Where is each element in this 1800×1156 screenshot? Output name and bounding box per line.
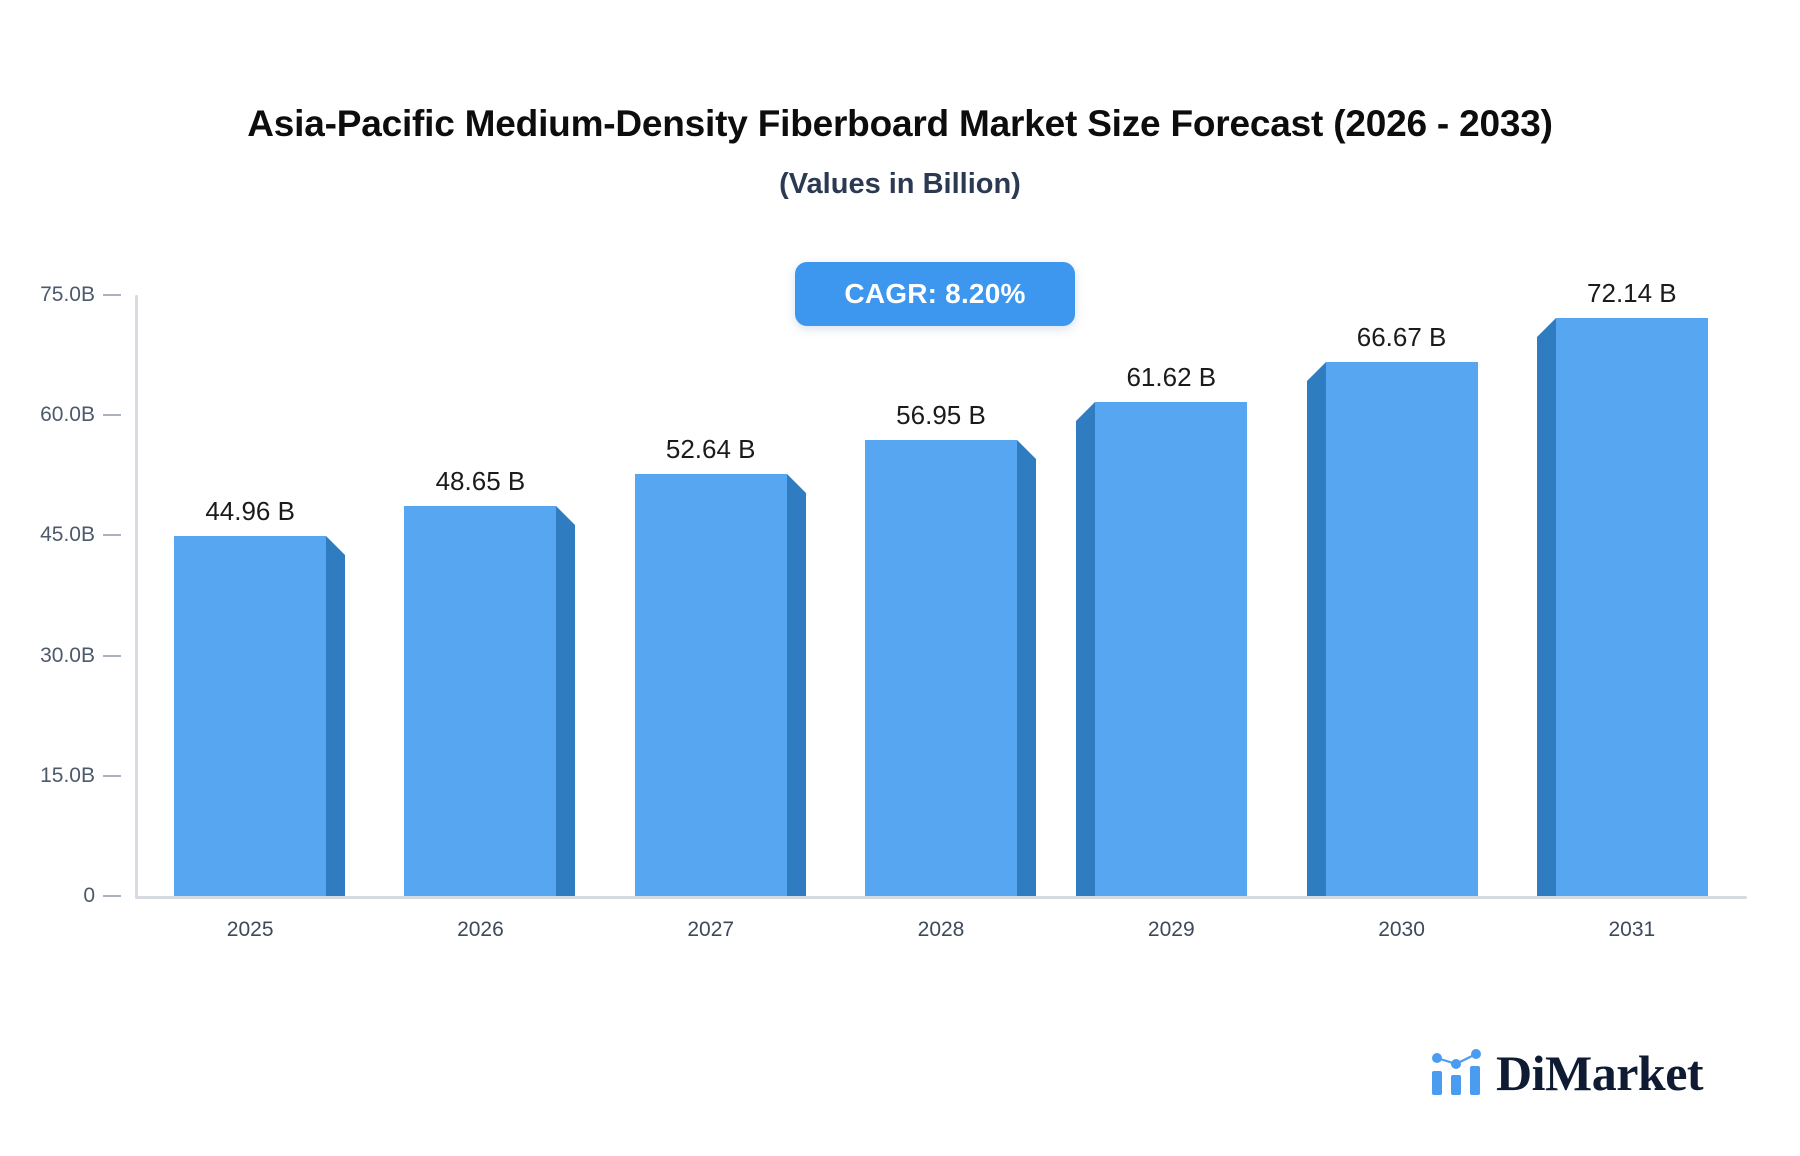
y-axis-tick: [103, 534, 121, 537]
bar-front-face: [1095, 402, 1248, 896]
bar-value-label: 72.14 B: [1587, 277, 1677, 308]
bar-front-face: [1325, 361, 1478, 896]
bar-side-face: [1306, 380, 1326, 896]
x-axis-line: [135, 896, 1747, 899]
bar-2027[interactable]: 52.64 B: [634, 434, 806, 896]
x-axis-label-2028: 2028: [917, 918, 965, 941]
y-axis-label: 75.0B: [40, 283, 95, 306]
cagr-badge: CAGR: 8.20%: [795, 262, 1075, 326]
bar-side-cap: [326, 535, 346, 555]
x-axis-label-2027: 2027: [687, 918, 735, 941]
bar-value-label: 52.64 B: [665, 434, 756, 465]
bar-side-cap: [1017, 439, 1036, 459]
bar-side-face: [326, 554, 346, 896]
bar-2030[interactable]: 66.67 B: [1306, 322, 1478, 896]
bar-front-face: [1555, 317, 1708, 896]
bar-value-label: 66.67 B: [1356, 321, 1447, 352]
y-axis-line: [135, 295, 138, 898]
y-axis-label: 45.0B: [40, 523, 95, 547]
dimarket-logo: DiMarket: [1430, 1045, 1704, 1101]
x-axis-label-2031: 2031: [1608, 918, 1656, 941]
bar-value-label: 56.95 B: [896, 399, 986, 430]
y-axis-label: 30.0B: [40, 643, 95, 667]
bar-side-face: [556, 525, 576, 896]
bar-side-cap: [1076, 402, 1096, 422]
bar-side-face: [1536, 336, 1556, 896]
x-axis-label-2029: 2029: [1147, 918, 1195, 941]
bar-side-face: [786, 493, 806, 896]
bar-value-label: 44.96 B: [205, 495, 295, 526]
bar-value-label: 48.65 B: [435, 466, 526, 497]
cagr-badge-label: CAGR: 8.20%: [844, 278, 1026, 309]
bar-side-cap: [556, 506, 576, 526]
y-axis-label: 0: [83, 884, 95, 907]
x-axis-label-2025: 2025: [226, 918, 274, 941]
bar-2025[interactable]: 44.96 B: [174, 496, 346, 896]
bar-front-face: [865, 439, 1017, 896]
bar-2026[interactable]: 48.65 B: [404, 466, 576, 896]
bar-side-face: [1017, 458, 1036, 896]
page-subtitle: (Values in Billion): [779, 168, 1021, 200]
y-axis-tick: [103, 774, 121, 777]
bar-side-cap: [1536, 317, 1556, 337]
page-title: Asia-Pacific Medium-Density Fiberboard M…: [247, 103, 1553, 144]
bar-chart-icon: [1432, 1049, 1481, 1095]
y-axis-label: 60.0B: [40, 403, 95, 427]
bar-2031[interactable]: 72.14 B: [1536, 278, 1708, 896]
x-axis-label-2026: 2026: [457, 918, 504, 941]
bar-2029[interactable]: 61.62 B: [1076, 362, 1248, 896]
x-axis-label-2030: 2030: [1378, 918, 1425, 941]
bar-side-face: [1076, 421, 1096, 896]
y-axis-label: 15.0B: [40, 763, 95, 787]
y-axis-tick: [103, 294, 121, 296]
bar-front-face: [404, 506, 557, 896]
bar-front-face: [174, 535, 327, 896]
bar-2028[interactable]: 56.95 B: [865, 400, 1036, 896]
y-axis-tick: [103, 654, 121, 657]
bar-side-cap: [786, 474, 806, 494]
bar-value-label: 61.62 B: [1126, 362, 1217, 393]
bar-side-cap: [1306, 361, 1326, 381]
bar-front-face: [634, 474, 787, 896]
brand-name: DiMarket: [1496, 1045, 1704, 1101]
y-axis-tick: [103, 895, 121, 897]
y-axis-tick: [103, 414, 121, 417]
